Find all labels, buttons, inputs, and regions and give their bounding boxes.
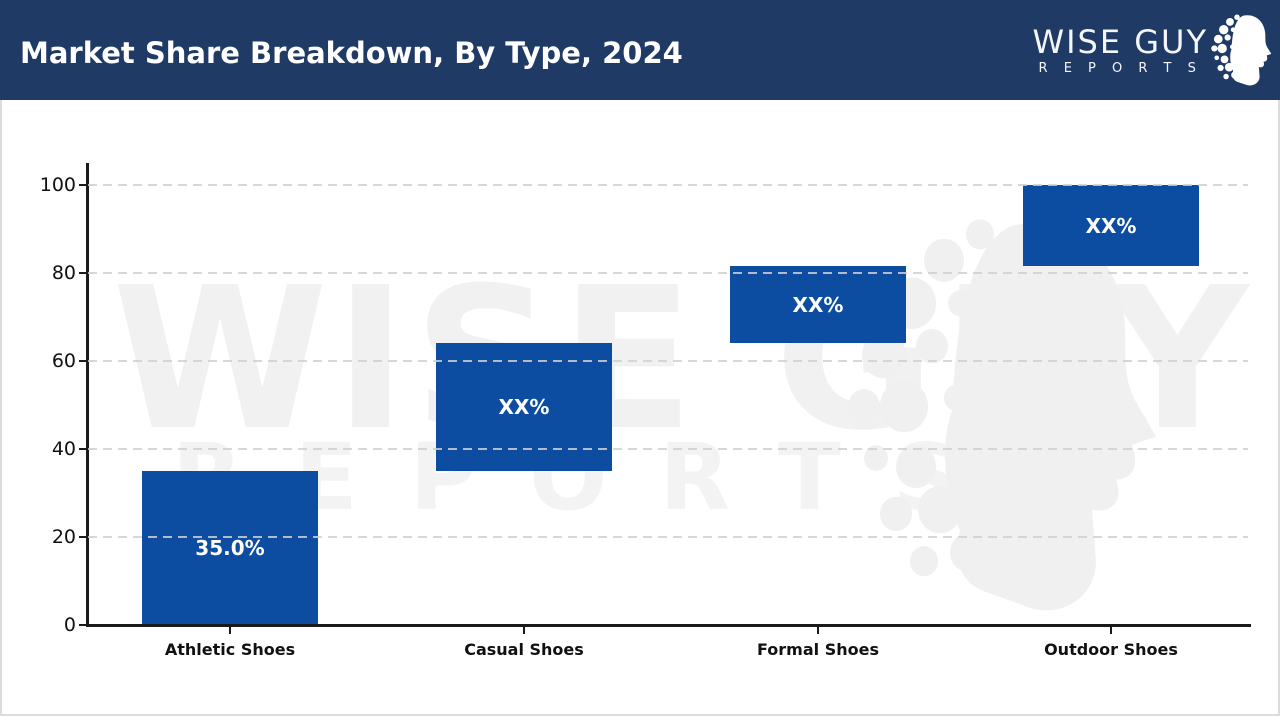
x-category-label: Casual Shoes (464, 640, 584, 659)
y-tick-mark (79, 536, 88, 538)
gridline (88, 272, 1248, 274)
y-tick-mark (79, 184, 88, 186)
y-tick-label: 40 (51, 438, 76, 460)
x-tick-mark (229, 627, 231, 634)
y-tick-label: 80 (51, 262, 76, 284)
x-axis-line (86, 624, 1251, 627)
bar-outdoor-shoes: XX% (1023, 185, 1199, 267)
gridline (88, 448, 1248, 450)
y-tick-mark (79, 272, 88, 274)
wiseguy-logo-wordmark: WISE GUY (1032, 23, 1208, 61)
wiseguy-head-icon (1198, 7, 1276, 93)
y-tick-mark (79, 624, 88, 626)
x-tick-mark (523, 627, 525, 634)
y-tick-label: 100 (39, 174, 76, 196)
wiseguy-logo: WISE GUY R E P O R T S (1020, 0, 1280, 100)
x-category-label: Outdoor Shoes (1044, 640, 1178, 659)
x-tick-mark (1110, 627, 1112, 634)
x-category-label: Athletic Shoes (164, 640, 296, 659)
gridline (88, 536, 1248, 538)
chart-title: Market Share Breakdown, By Type, 2024 (20, 36, 683, 70)
y-tick-label: 60 (51, 350, 76, 372)
bar-athletic-shoes: 35.0% (142, 471, 318, 625)
bar-value-label: XX% (1085, 213, 1137, 238)
gridline (88, 184, 1248, 186)
bar-formal-shoes: XX% (730, 266, 906, 344)
gridline (88, 360, 1248, 362)
y-tick-mark (79, 360, 88, 362)
bar-value-label: 35.0% (195, 536, 265, 560)
bar-value-label: XX% (498, 395, 550, 420)
y-tick-label: 0 (63, 614, 76, 636)
bar-value-label: XX% (792, 292, 844, 317)
x-tick-mark (817, 627, 819, 634)
y-tick-label: 20 (51, 526, 76, 548)
header-bar: Market Share Breakdown, By Type, 2024 WI… (0, 0, 1280, 100)
y-axis-line (86, 163, 89, 627)
x-category-label: Formal Shoes (757, 640, 879, 659)
y-tick-mark (79, 448, 88, 450)
wiseguy-logo-text: WISE GUY R E P O R T S (1032, 26, 1208, 76)
bar-casual-shoes: XX% (436, 343, 612, 471)
wiseguy-logo-reports-label: R E P O R T S (1038, 61, 1202, 76)
